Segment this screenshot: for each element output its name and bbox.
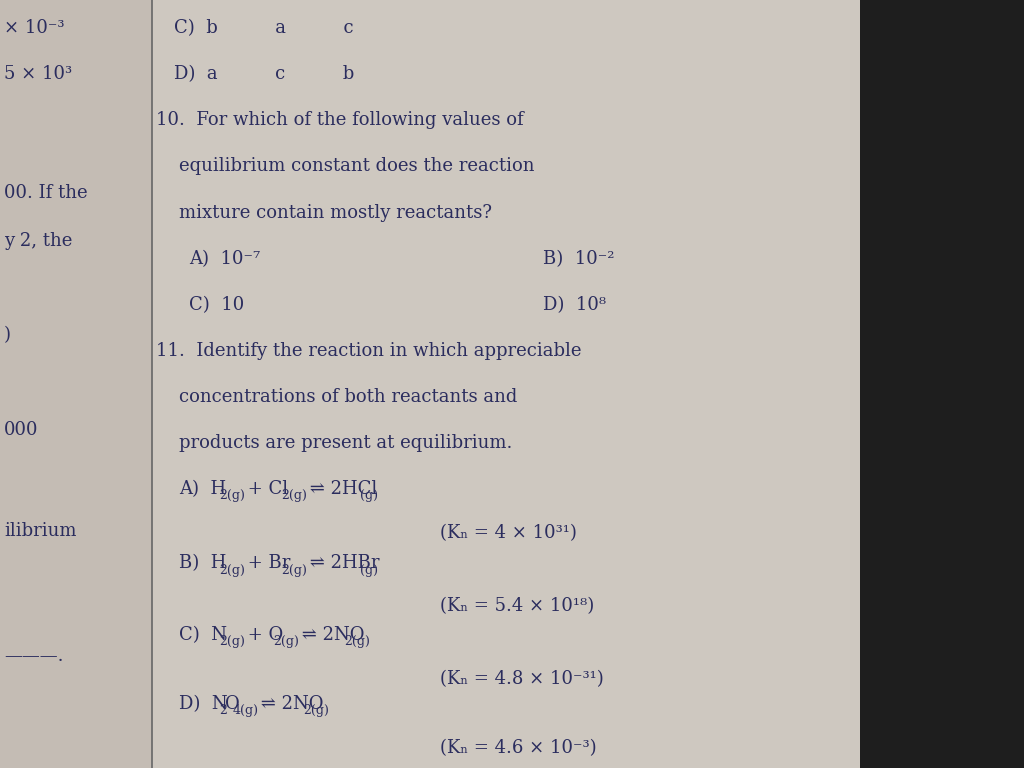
Text: × 10⁻³: × 10⁻³ <box>4 19 65 37</box>
Text: 4(g): 4(g) <box>232 704 259 717</box>
Text: products are present at equilibrium.: products are present at equilibrium. <box>179 434 513 452</box>
Text: D)  a          c          b: D) a c b <box>174 65 354 83</box>
Text: C)  10: C) 10 <box>189 296 245 313</box>
Text: ⇌ 2NO: ⇌ 2NO <box>296 626 365 644</box>
Text: 00. If the: 00. If the <box>4 184 88 202</box>
Text: 2(g): 2(g) <box>303 704 329 717</box>
Text: (Kₙ = 4 × 10³¹): (Kₙ = 4 × 10³¹) <box>440 524 578 541</box>
Text: + Br: + Br <box>242 554 290 572</box>
Text: + O: + O <box>242 626 283 644</box>
Text: ): ) <box>4 326 11 344</box>
Text: (g): (g) <box>360 564 378 577</box>
Text: 2: 2 <box>219 704 227 717</box>
Text: C)  N: C) N <box>179 626 227 644</box>
Text: mixture contain mostly reactants?: mixture contain mostly reactants? <box>179 204 493 221</box>
Text: B)  H: B) H <box>179 554 226 572</box>
Text: ⇌ 2NO: ⇌ 2NO <box>255 695 324 713</box>
Text: ⇌ 2HBr: ⇌ 2HBr <box>304 554 380 572</box>
Text: ilibrium: ilibrium <box>4 522 77 540</box>
Text: 2(g): 2(g) <box>219 489 245 502</box>
Text: 2(g): 2(g) <box>219 564 245 577</box>
Text: A)  10⁻⁷: A) 10⁻⁷ <box>189 250 261 267</box>
Text: + Cl: + Cl <box>242 480 288 498</box>
Text: D)  N: D) N <box>179 695 227 713</box>
Text: ———.: ———. <box>4 647 63 664</box>
Text: A)  H: A) H <box>179 480 226 498</box>
FancyBboxPatch shape <box>0 0 152 768</box>
Text: 11.  Identify the reaction in which appreciable: 11. Identify the reaction in which appre… <box>156 342 582 359</box>
Text: 2(g): 2(g) <box>282 489 307 502</box>
Text: ⇌ 2HCl: ⇌ 2HCl <box>304 480 378 498</box>
Text: equilibrium constant does the reaction: equilibrium constant does the reaction <box>179 157 535 175</box>
Text: 2(g): 2(g) <box>273 635 299 648</box>
Text: B)  10⁻²: B) 10⁻² <box>543 250 614 267</box>
Text: (Kₙ = 5.4 × 10¹⁸): (Kₙ = 5.4 × 10¹⁸) <box>440 598 595 615</box>
Text: y 2, the: y 2, the <box>4 232 73 250</box>
Text: C)  b          a          c: C) b a c <box>174 19 353 37</box>
Text: 2(g): 2(g) <box>219 635 245 648</box>
Text: (Kₙ = 4.6 × 10⁻³): (Kₙ = 4.6 × 10⁻³) <box>440 739 597 756</box>
Text: D)  10⁸: D) 10⁸ <box>543 296 606 313</box>
Text: concentrations of both reactants and: concentrations of both reactants and <box>179 388 517 406</box>
Text: 10.  For which of the following values of: 10. For which of the following values of <box>156 111 523 129</box>
Text: 2(g): 2(g) <box>282 564 307 577</box>
Text: (g): (g) <box>360 489 378 502</box>
Text: 2(g): 2(g) <box>344 635 370 648</box>
Text: 5 × 10³: 5 × 10³ <box>4 65 73 83</box>
FancyBboxPatch shape <box>152 0 860 768</box>
Text: (Kₙ = 4.8 × 10⁻³¹): (Kₙ = 4.8 × 10⁻³¹) <box>440 670 604 687</box>
Text: 000: 000 <box>4 421 39 439</box>
Text: O: O <box>225 695 240 713</box>
